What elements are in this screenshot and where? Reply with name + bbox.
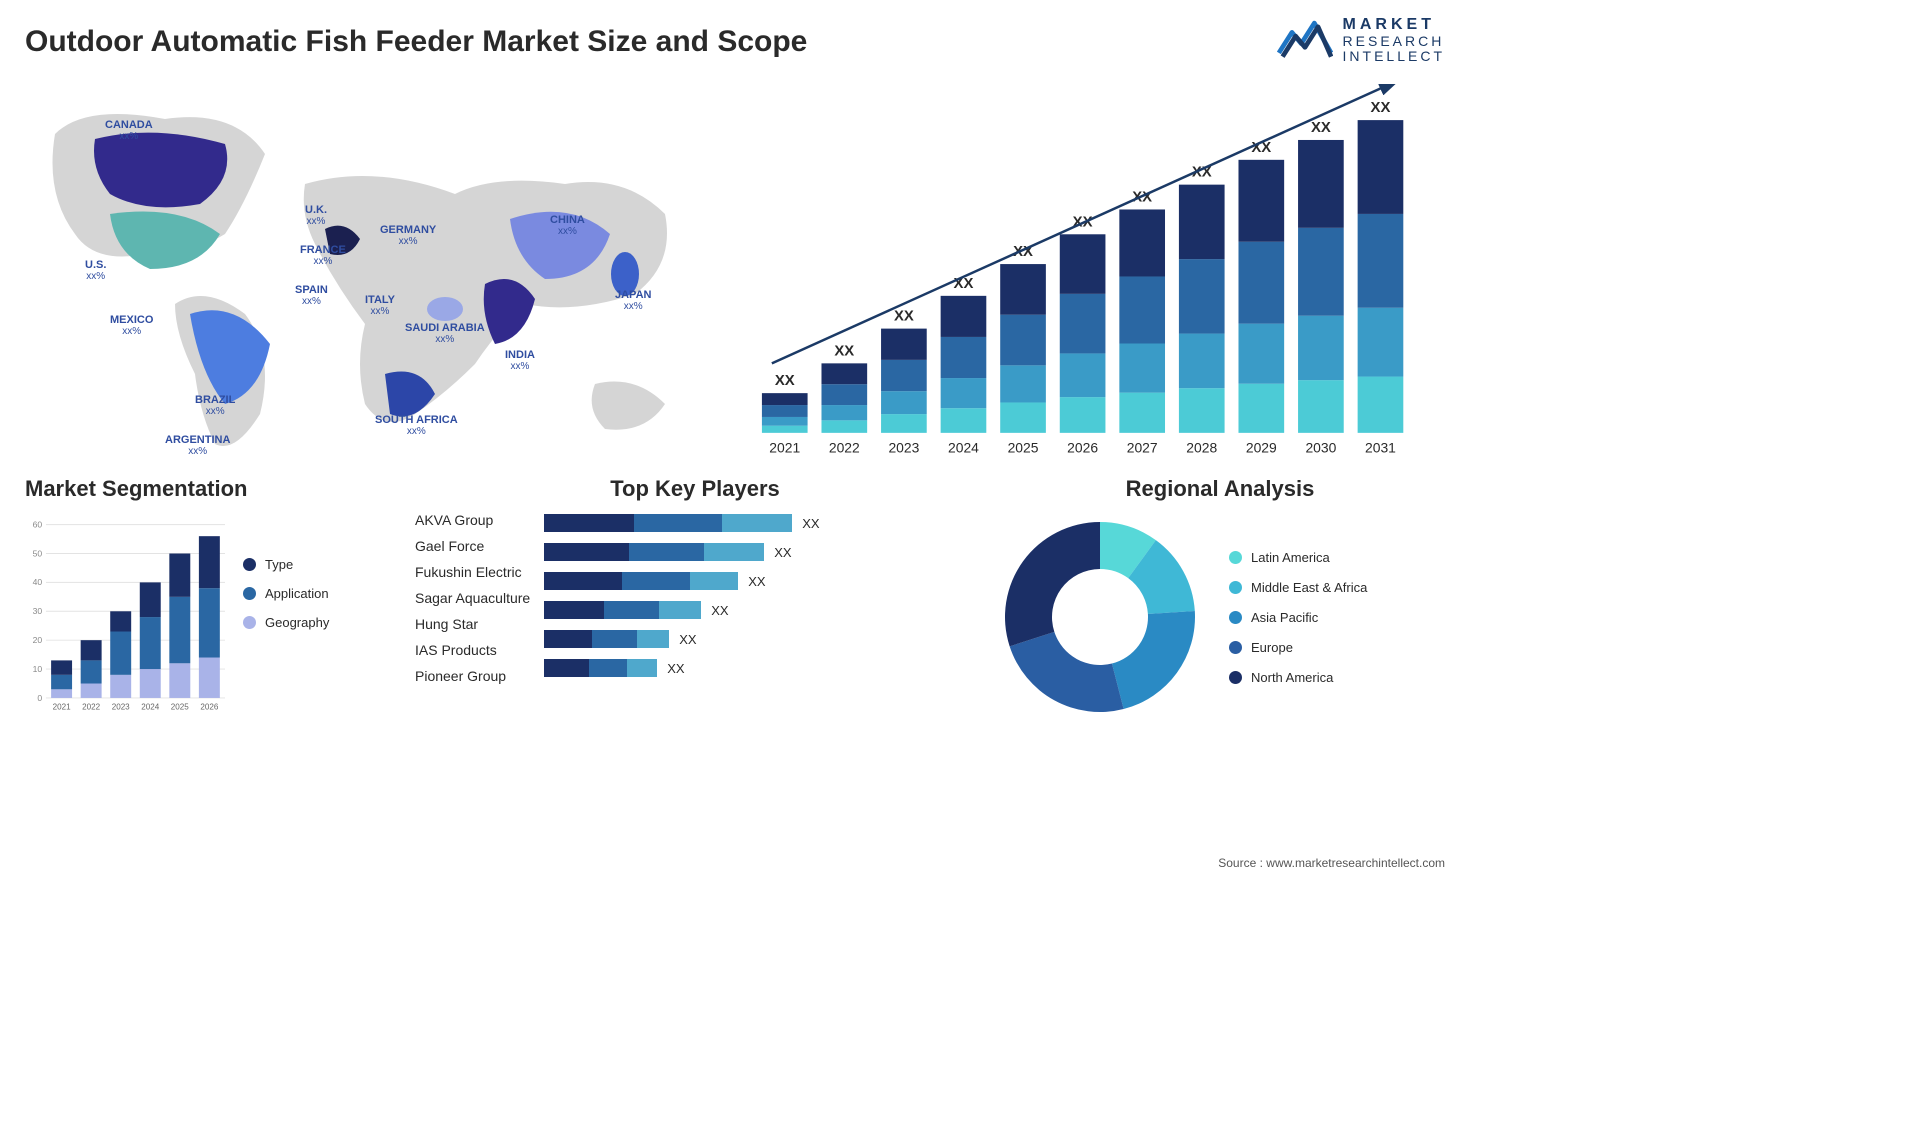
map-label: U.S.xx% (85, 259, 106, 282)
player-bar-row: XX (544, 659, 975, 677)
svg-text:XX: XX (894, 309, 914, 325)
logo-icon (1277, 15, 1333, 66)
logo-line1: MARKET (1343, 17, 1445, 34)
legend-item: Geography (243, 615, 329, 630)
svg-text:2028: 2028 (1186, 440, 1217, 456)
svg-text:2021: 2021 (769, 440, 800, 456)
svg-text:20: 20 (33, 635, 43, 645)
player-name: AKVA Group (415, 512, 530, 528)
player-name: Pioneer Group (415, 668, 530, 684)
players-section: Top Key Players AKVA Group Gael Force Fuku… (415, 476, 975, 722)
legend-item: Europe (1229, 640, 1367, 655)
page-title: Outdoor Automatic Fish Feeder Market Siz… (25, 25, 807, 59)
map-label: CANADAxx% (105, 119, 153, 142)
svg-text:0: 0 (37, 693, 42, 703)
svg-text:XX: XX (1311, 120, 1331, 136)
svg-text:60: 60 (33, 519, 43, 529)
map-label: BRAZILxx% (195, 394, 235, 417)
segmentation-chart: 0 10 20 30 40 50 60 2021 2022 2023 2024 2025 2026 (25, 512, 225, 722)
svg-text:XX: XX (1371, 100, 1391, 116)
svg-text:2029: 2029 (1246, 440, 1277, 456)
svg-text:2022: 2022 (82, 702, 100, 711)
legend-item: Middle East & Africa (1229, 580, 1367, 595)
logo-line2: RESEARCH (1343, 34, 1445, 49)
player-name: Gael Force (415, 538, 530, 554)
svg-text:XX: XX (834, 343, 854, 359)
player-bar-row: XX (544, 630, 975, 648)
player-names-list: AKVA Group Gael Force Fukushin Electric Sag… (415, 512, 530, 684)
svg-text:2026: 2026 (200, 702, 218, 711)
map-label: INDIAxx% (505, 349, 535, 372)
map-label: JAPANxx% (615, 289, 651, 312)
svg-text:XX: XX (954, 276, 974, 292)
map-label: CHINAxx% (550, 214, 585, 237)
svg-text:2024: 2024 (141, 702, 159, 711)
world-map: CANADAxx% U.S.xx% MEXICOxx% BRAZILxx% ARGENT… (25, 84, 725, 464)
brand-logo: MARKET RESEARCH INTELLECT (1277, 15, 1445, 66)
player-bars-list: XX XX XX XX XX XX (544, 512, 975, 684)
regional-legend: Latin America Middle East & Africa Asia Pa… (1229, 550, 1367, 685)
legend-item: Application (243, 586, 329, 601)
segmentation-section: Market Segmentation 0 10 20 30 40 50 60 2021 202… (25, 476, 395, 722)
player-bar-row: XX (544, 514, 975, 532)
svg-text:2026: 2026 (1067, 440, 1098, 456)
player-name: Hung Star (415, 616, 530, 632)
player-bar-row: XX (544, 543, 975, 561)
svg-text:2022: 2022 (829, 440, 860, 456)
svg-text:30: 30 (33, 606, 43, 616)
player-bar-row: XX (544, 572, 975, 590)
map-label: SOUTH AFRICAxx% (375, 414, 458, 437)
segmentation-legend: Type Application Geography (243, 557, 329, 722)
svg-text:2025: 2025 (171, 702, 189, 711)
svg-text:2024: 2024 (948, 440, 979, 456)
player-bar-row: XX (544, 601, 975, 619)
regional-section: Regional Analysis Latin America Middle Ea… (995, 476, 1445, 722)
svg-text:50: 50 (33, 548, 43, 558)
regional-title: Regional Analysis (995, 476, 1445, 502)
map-label: SPAINxx% (295, 284, 328, 307)
svg-text:2023: 2023 (112, 702, 130, 711)
svg-text:2030: 2030 (1305, 440, 1336, 456)
svg-text:40: 40 (33, 577, 43, 587)
legend-item: Type (243, 557, 329, 572)
map-label: MEXICOxx% (110, 314, 153, 337)
svg-text:2023: 2023 (888, 440, 919, 456)
map-label: SAUDI ARABIAxx% (405, 322, 485, 345)
svg-text:2025: 2025 (1008, 440, 1039, 456)
map-label: FRANCExx% (300, 244, 346, 267)
svg-text:10: 10 (33, 664, 43, 674)
source-attribution: Source : www.marketresearchintellect.com (1218, 856, 1445, 870)
svg-text:2027: 2027 (1127, 440, 1158, 456)
svg-text:XX: XX (775, 373, 795, 389)
player-name: Fukushin Electric (415, 564, 530, 580)
players-title: Top Key Players (415, 476, 975, 502)
legend-item: Latin America (1229, 550, 1367, 565)
regional-donut (995, 512, 1205, 722)
svg-text:2031: 2031 (1365, 440, 1396, 456)
legend-item: North America (1229, 670, 1367, 685)
map-label: U.K.xx% (305, 204, 327, 227)
svg-text:2021: 2021 (53, 702, 71, 711)
map-label: ARGENTINAxx% (165, 434, 230, 457)
main-bar-chart: XX2021XX2022XX2023XX2024XX2025XX2026XX20… (750, 84, 1445, 464)
logo-line3: INTELLECT (1343, 49, 1445, 64)
player-name: Sagar Aquaculture (415, 590, 530, 606)
map-label: ITALYxx% (365, 294, 395, 317)
player-name: IAS Products (415, 642, 530, 658)
map-label: GERMANYxx% (380, 224, 436, 247)
segmentation-title: Market Segmentation (25, 476, 395, 502)
legend-item: Asia Pacific (1229, 610, 1367, 625)
